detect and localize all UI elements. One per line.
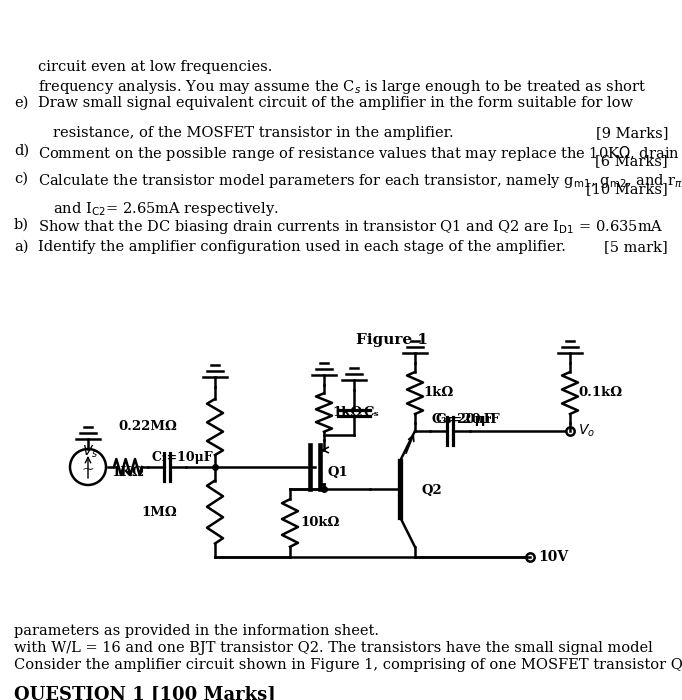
- Text: Figure 1: Figure 1: [357, 333, 428, 347]
- Text: QUESTION 1 [100 Marks]: QUESTION 1 [100 Marks]: [14, 686, 276, 700]
- Text: $V_o$: $V_o$: [578, 423, 595, 439]
- Text: resistance, of the MOSFET transistor in the amplifier.: resistance, of the MOSFET transistor in …: [53, 126, 454, 140]
- Text: Cₛ: Cₛ: [364, 407, 380, 419]
- Text: [5 mark]: [5 mark]: [604, 240, 668, 254]
- Text: 0.22MΩ: 0.22MΩ: [118, 421, 177, 433]
- Text: frequency analysis. You may assume the C$_s$ is large enough to be treated as sh: frequency analysis. You may assume the C…: [38, 78, 647, 96]
- Text: circuit even at low frequencies.: circuit even at low frequencies.: [38, 60, 272, 74]
- Text: 1kΩ: 1kΩ: [332, 406, 362, 419]
- Text: $V_s$: $V_s$: [82, 444, 98, 461]
- Text: Q2: Q2: [421, 484, 442, 497]
- Text: e): e): [14, 96, 29, 110]
- Text: C₃=20μF: C₃=20μF: [435, 413, 500, 426]
- Text: 0.1kΩ: 0.1kΩ: [578, 386, 622, 400]
- Text: [10 Marks]: [10 Marks]: [587, 182, 668, 196]
- Text: and I$_{\rm C2}$= 2.65mA respectively.: and I$_{\rm C2}$= 2.65mA respectively.: [53, 200, 279, 218]
- Text: parameters as provided in the information sheet.: parameters as provided in the informatio…: [14, 624, 379, 638]
- Text: C₁=10μF: C₁=10μF: [152, 451, 213, 464]
- Text: 1KΩ: 1KΩ: [112, 466, 145, 479]
- Text: Identify the amplifier configuration used in each stage of the amplifier.: Identify the amplifier configuration use…: [38, 240, 566, 254]
- Text: d): d): [14, 144, 29, 158]
- Text: a): a): [14, 240, 29, 254]
- Text: Consider the amplifier circuit shown in Figure 1, comprising of one MOSFET trans: Consider the amplifier circuit shown in …: [14, 658, 682, 672]
- Text: 1MΩ: 1MΩ: [141, 505, 177, 519]
- Text: Show that the DC biasing drain currents in transistor Q1 and Q2 are I$_{\rm D1}$: Show that the DC biasing drain currents …: [38, 218, 664, 236]
- Text: b): b): [14, 218, 29, 232]
- Text: ~: ~: [82, 463, 94, 477]
- Text: [6 Marks]: [6 Marks]: [595, 154, 668, 168]
- Text: Comment on the possible range of resistance values that may replace the 10K$\Ome: Comment on the possible range of resista…: [38, 144, 680, 163]
- Text: 10kΩ: 10kΩ: [300, 517, 340, 529]
- Text: c): c): [14, 172, 28, 186]
- Text: 10V: 10V: [538, 550, 568, 564]
- Text: 1kΩ: 1kΩ: [423, 386, 454, 400]
- Text: with W/L = 16 and one BJT transistor Q2. The transistors have the small signal m: with W/L = 16 and one BJT transistor Q2.…: [14, 641, 653, 655]
- Text: Q1: Q1: [328, 466, 349, 479]
- Text: Calculate the transistor model parameters for each transistor, namely g$_{\rm m1: Calculate the transistor model parameter…: [38, 172, 682, 190]
- Text: [9 Marks]: [9 Marks]: [595, 126, 668, 140]
- Text: Draw small signal equivalent circuit of the amplifier in the form suitable for l: Draw small signal equivalent circuit of …: [38, 96, 633, 110]
- Text: C₃=20μF: C₃=20μF: [432, 413, 494, 426]
